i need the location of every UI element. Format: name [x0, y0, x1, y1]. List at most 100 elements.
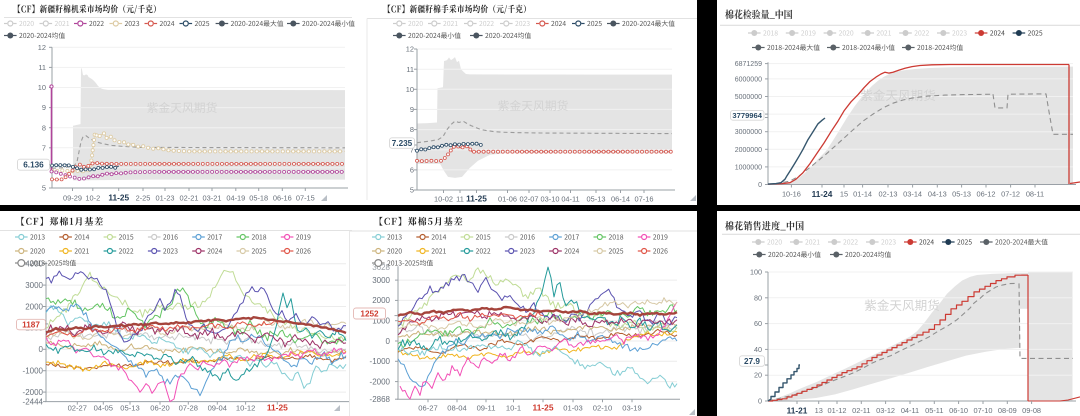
svg-text:11-21: 11-21 — [787, 406, 808, 416]
svg-text:0: 0 — [758, 397, 762, 406]
svg-text:5: 5 — [410, 186, 414, 195]
svg-text:06-16: 06-16 — [273, 193, 292, 202]
svg-text:-2000: -2000 — [370, 377, 391, 386]
svg-text:10-16: 10-16 — [782, 190, 801, 199]
svg-text:1000000: 1000000 — [735, 164, 762, 171]
svg-text:03-12: 03-12 — [876, 406, 895, 415]
svg-text:0: 0 — [39, 345, 44, 354]
svg-text:5000000: 5000000 — [735, 94, 762, 101]
svg-text:6: 6 — [410, 166, 414, 175]
svg-text:06-14: 06-14 — [611, 194, 630, 203]
svg-text:02-07: 02-07 — [520, 194, 539, 203]
svg-text:1187: 1187 — [22, 321, 40, 330]
svg-text:07-12: 07-12 — [1001, 190, 1020, 199]
svg-text:06-12: 06-12 — [977, 190, 996, 199]
svg-text:02-11: 02-11 — [852, 406, 870, 415]
svg-text:7: 7 — [410, 145, 414, 154]
svg-text:09-04: 09-04 — [208, 403, 227, 412]
svg-text:07-28: 07-28 — [179, 403, 198, 412]
svg-text:60: 60 — [754, 319, 762, 328]
svg-text:12: 12 — [406, 45, 414, 54]
svg-text:04-19: 04-19 — [226, 193, 245, 202]
svg-text:10: 10 — [38, 83, 46, 92]
svg-text:11-25: 11-25 — [267, 403, 288, 413]
svg-text:07-10: 07-10 — [974, 406, 993, 415]
svg-text:-2868: -2868 — [370, 395, 391, 404]
svg-text:05-13: 05-13 — [587, 194, 606, 203]
svg-text:10: 10 — [406, 85, 414, 94]
svg-text:2000: 2000 — [372, 296, 390, 305]
svg-text:20: 20 — [754, 371, 762, 380]
svg-text:2000: 2000 — [25, 302, 43, 311]
svg-text:01-23: 01-23 — [156, 193, 175, 202]
svg-text:3628: 3628 — [372, 263, 390, 272]
svg-text:0: 0 — [758, 182, 762, 189]
svg-text:3779964: 3779964 — [732, 111, 762, 120]
svg-text:10-02: 10-02 — [434, 194, 453, 203]
svg-text:5: 5 — [42, 184, 46, 193]
svg-text:02-10: 02-10 — [593, 403, 612, 412]
svg-text:07-15: 07-15 — [296, 193, 315, 202]
svg-text:03-14: 03-14 — [903, 190, 922, 199]
svg-text:100: 100 — [750, 268, 762, 277]
svg-text:-2000: -2000 — [23, 388, 44, 397]
svg-text:09-29: 09-29 — [63, 193, 82, 202]
svg-text:12: 12 — [38, 43, 46, 52]
svg-text:11-24: 11-24 — [812, 189, 833, 199]
svg-text:1000: 1000 — [372, 317, 390, 326]
svg-text:05-11: 05-11 — [925, 406, 943, 415]
svg-text:80: 80 — [754, 293, 762, 302]
svg-text:11-25: 11-25 — [108, 193, 129, 203]
svg-text:11: 11 — [406, 65, 414, 74]
svg-text:9: 9 — [42, 103, 46, 112]
svg-text:04-05: 04-05 — [94, 403, 113, 412]
svg-text:04-11: 04-11 — [561, 194, 579, 203]
svg-text:0: 0 — [386, 337, 391, 346]
svg-text:-1000: -1000 — [23, 367, 44, 376]
svg-text:40: 40 — [754, 345, 762, 354]
svg-text:01-06: 01-06 — [498, 194, 517, 203]
svg-text:06-10: 06-10 — [949, 406, 968, 415]
svg-text:13: 13 — [815, 406, 823, 415]
svg-text:6871259: 6871259 — [735, 61, 762, 68]
svg-text:03-19: 03-19 — [622, 403, 641, 412]
svg-text:08-04: 08-04 — [447, 403, 466, 412]
svg-text:06-27: 06-27 — [418, 403, 437, 412]
svg-text:05-18: 05-18 — [249, 193, 268, 202]
svg-text:11-25: 11-25 — [466, 194, 487, 204]
svg-text:02-27: 02-27 — [68, 403, 87, 412]
svg-text:02-21: 02-21 — [180, 193, 199, 202]
svg-text:15: 15 — [840, 190, 848, 199]
svg-text:05-13: 05-13 — [120, 403, 139, 412]
svg-text:7.235: 7.235 — [392, 139, 413, 148]
svg-text:11: 11 — [38, 63, 46, 72]
svg-text:1252: 1252 — [360, 310, 379, 319]
svg-text:08-11: 08-11 — [1026, 190, 1044, 199]
svg-text:-1000: -1000 — [370, 357, 391, 366]
svg-text:04-11: 04-11 — [901, 406, 919, 415]
svg-text:2-25: 2-25 — [136, 193, 151, 202]
svg-text:03-10: 03-10 — [541, 194, 560, 203]
svg-text:3000000: 3000000 — [735, 129, 762, 136]
svg-text:01-14: 01-14 — [853, 190, 872, 199]
svg-text:27.9: 27.9 — [744, 357, 760, 366]
svg-text:10-12: 10-12 — [236, 403, 255, 412]
svg-text:9: 9 — [410, 105, 414, 114]
svg-text:2000000: 2000000 — [735, 147, 762, 154]
svg-text:11: 11 — [456, 194, 464, 203]
svg-text:8: 8 — [410, 125, 414, 134]
svg-text:6.136: 6.136 — [23, 161, 44, 170]
svg-text:01-03: 01-03 — [563, 403, 582, 412]
svg-text:03-21: 03-21 — [203, 193, 222, 202]
svg-text:08-09: 08-09 — [998, 406, 1017, 415]
svg-text:04-13: 04-13 — [928, 190, 947, 199]
svg-text:11-25: 11-25 — [533, 403, 554, 413]
svg-text:09-08: 09-08 — [1022, 406, 1041, 415]
svg-text:07-16: 07-16 — [635, 194, 654, 203]
svg-text:06-20: 06-20 — [150, 403, 169, 412]
svg-text:09-11: 09-11 — [477, 403, 496, 412]
svg-text:10-2: 10-2 — [85, 193, 100, 202]
svg-text:7: 7 — [42, 143, 46, 152]
svg-text:3000: 3000 — [25, 281, 43, 290]
svg-text:05-13: 05-13 — [952, 190, 971, 199]
